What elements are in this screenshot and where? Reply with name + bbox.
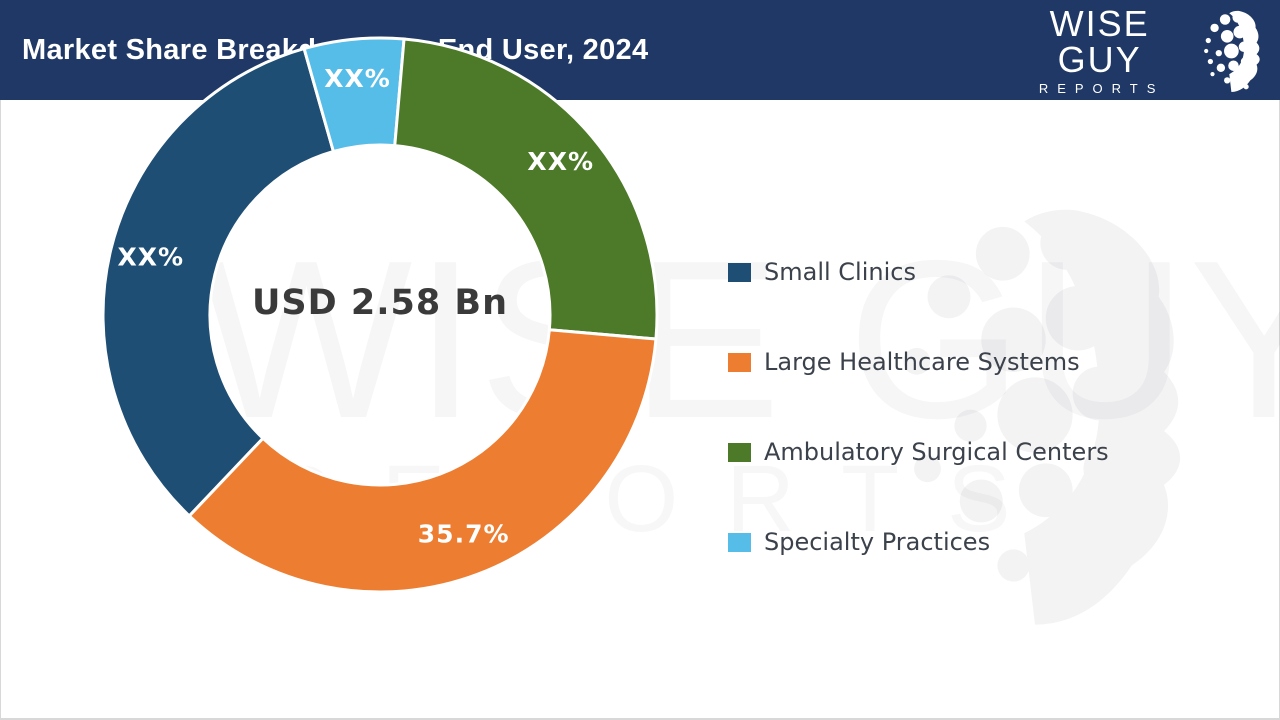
legend-label: Specialty Practices [764, 528, 991, 556]
brand-subtitle: REPORTS [1038, 81, 1165, 96]
donut-segment-small-clinics [101, 46, 336, 519]
legend-swatch-small-clinics [728, 262, 751, 282]
legend-swatch-specialty-practices [728, 532, 751, 552]
legend-label: Large Healthcare Systems [764, 348, 1080, 376]
brand-name: WISE GUY [1049, 3, 1150, 80]
legend-label: Ambulatory Surgical Centers [764, 438, 1109, 466]
segment-label-large-healthcare-systems: 35.7% [418, 520, 510, 549]
brand-logo: WISE GUY REPORTS [1006, 3, 1266, 97]
segment-label-specialty-practices: XX% [324, 64, 391, 93]
legend-item-ambulatory-surgical-centers: Ambulatory Surgical Centers [728, 438, 1109, 466]
brand-logo-text: WISE GUY REPORTS [1006, 3, 1193, 97]
donut-center-value: USD 2.58 Bn [252, 283, 508, 323]
donut-chart: XX% XX% XX% 35.7% [90, 25, 670, 605]
legend-item-large-healthcare-systems: Large Healthcare Systems [728, 348, 1080, 376]
legend-item-small-clinics: Small Clinics [728, 258, 916, 286]
header-bar: Market Share Breakdown, By End User, 202… [0, 0, 1280, 100]
legend-label: Small Clinics [764, 258, 916, 286]
legend-swatch-large-healthcare-systems [728, 352, 751, 372]
legend-swatch-ambulatory-surgical-centers [728, 442, 751, 462]
segment-label-small-clinics: XX% [118, 243, 185, 272]
donut-segment-ambulatory-surgical-centers [393, 37, 659, 341]
donut-chart-svg: XX% XX% XX% 35.7% [101, 36, 659, 594]
dotted-head-icon [1204, 10, 1260, 92]
donut-segment-large-healthcare-systems [187, 328, 658, 594]
legend-item-specialty-practices: Specialty Practices [728, 528, 990, 556]
segment-label-ambulatory-surgical-centers: XX% [527, 147, 594, 176]
